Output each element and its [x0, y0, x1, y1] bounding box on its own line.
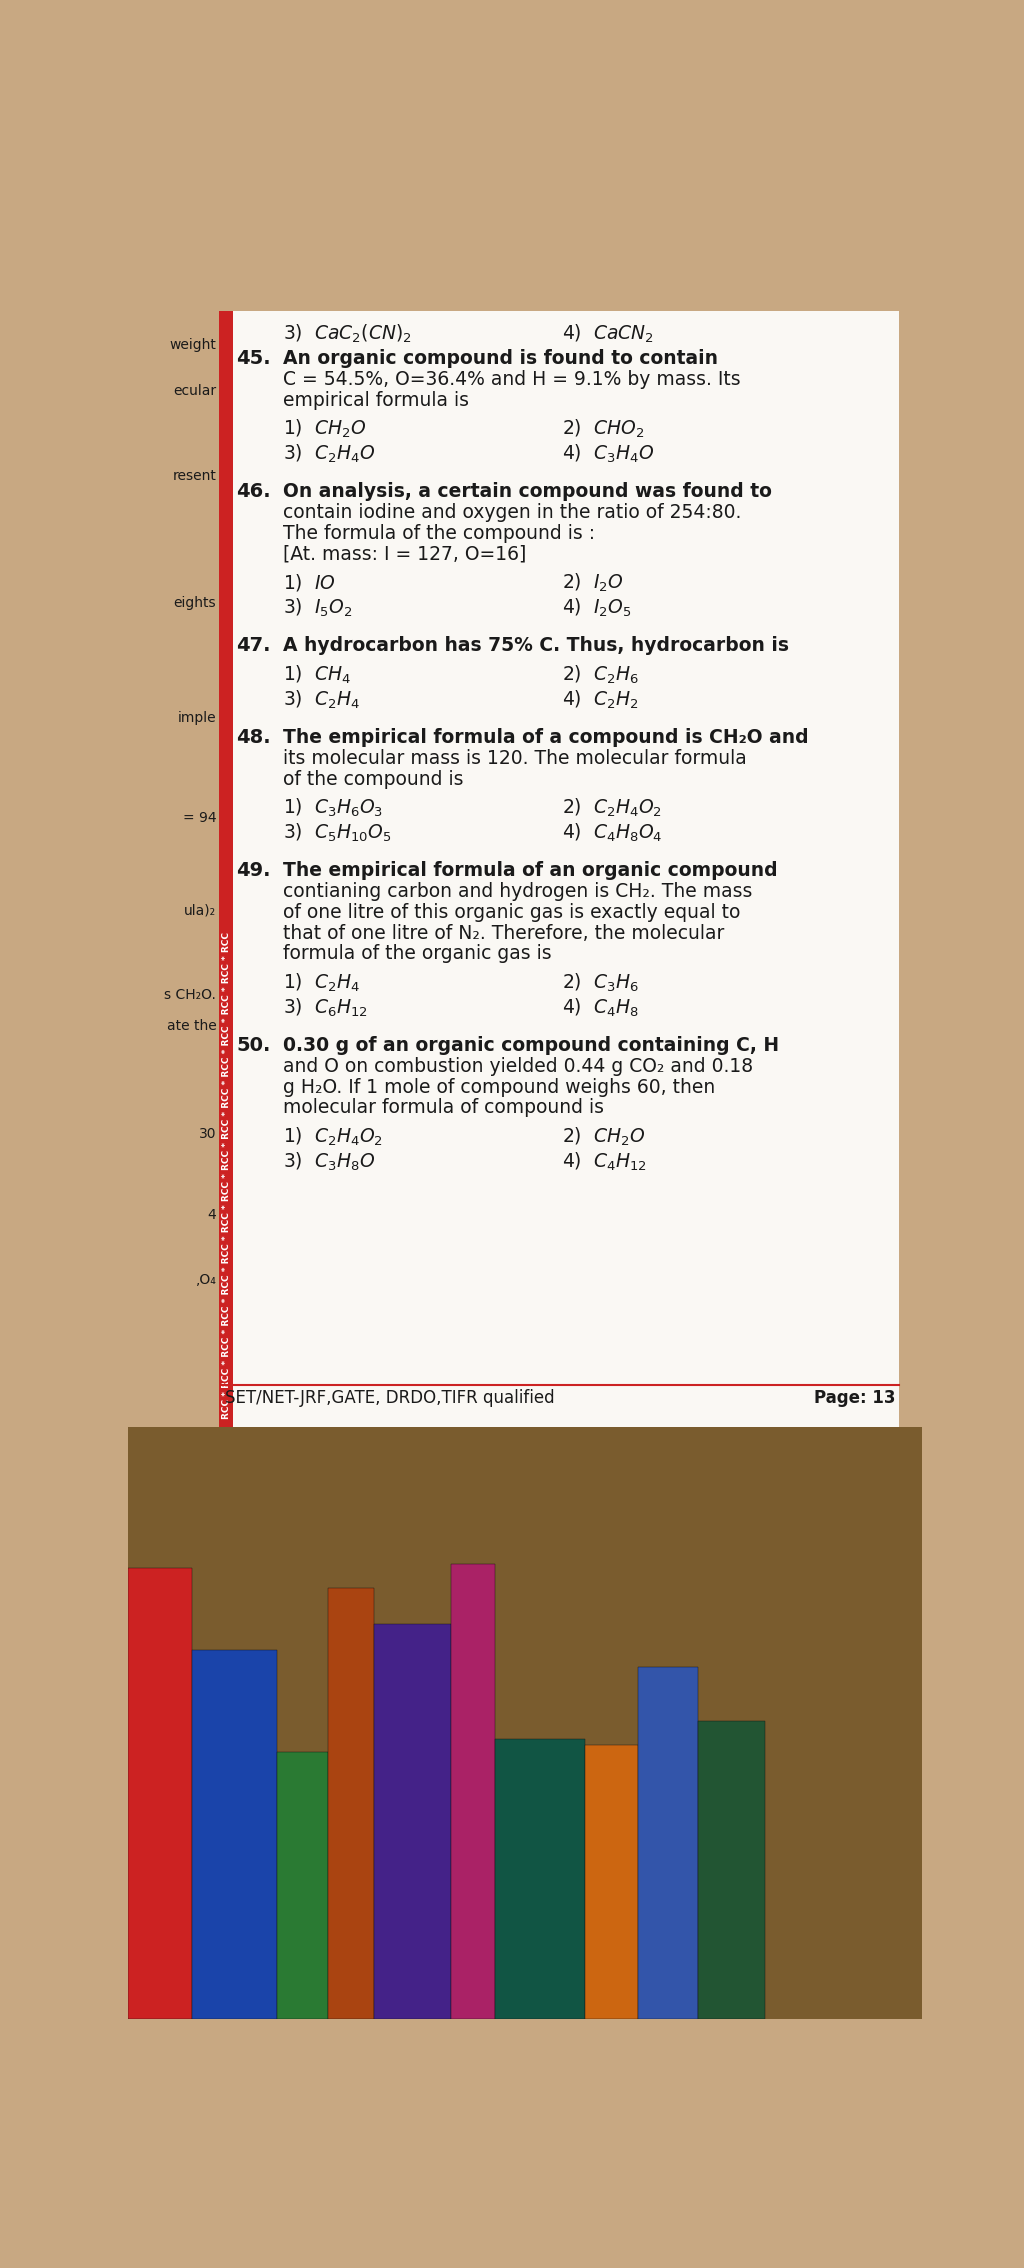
Text: On analysis, a certain compound was found to: On analysis, a certain compound was foun…	[283, 483, 772, 501]
Text: C = 54.5%, O=36.4% and H = 9.1% by mass. Its: C = 54.5%, O=36.4% and H = 9.1% by mass.…	[283, 370, 740, 388]
Bar	[638, 1667, 697, 2019]
Text: 0.30 g of an organic compound containing C, H: 0.30 g of an organic compound containing…	[283, 1036, 779, 1055]
Text: 4: 4	[208, 1207, 216, 1222]
Bar	[452, 1565, 495, 2019]
Text: 3)  $C_{2}H_{4}$: 3) $C_{2}H_{4}$	[283, 689, 359, 712]
Text: 3)  $C_{5}H_{10}O_{5}$: 3) $C_{5}H_{10}O_{5}$	[283, 821, 391, 844]
Text: 4)  $I_{2}O_{5}$: 4) $I_{2}O_{5}$	[562, 596, 632, 619]
Bar	[128, 1567, 193, 2019]
Bar	[221, 311, 899, 1427]
Text: 2)  $C_{3}H_{6}$: 2) $C_{3}H_{6}$	[562, 971, 639, 993]
Text: 45.: 45.	[237, 349, 271, 367]
Text: and O on combustion yielded 0.44 g CO₂ and 0.18: and O on combustion yielded 0.44 g CO₂ a…	[283, 1057, 753, 1075]
Text: 2)  $CH_{2}O$: 2) $CH_{2}O$	[562, 1125, 645, 1148]
Text: 1)  $C_{3}H_{6}O_{3}$: 1) $C_{3}H_{6}O_{3}$	[283, 796, 383, 819]
Text: its molecular mass is 120. The molecular formula: its molecular mass is 120. The molecular…	[283, 748, 746, 769]
Text: 30: 30	[199, 1127, 216, 1141]
Text: 3)  $C_{2}H_{4}O$: 3) $C_{2}H_{4}O$	[283, 442, 375, 465]
Text: The empirical formula of a compound is CH₂O and: The empirical formula of a compound is C…	[283, 728, 809, 746]
Text: [At. mass: I = 127, O=16]: [At. mass: I = 127, O=16]	[283, 544, 526, 565]
Text: 4)  $C_{4}H_{12}$: 4) $C_{4}H_{12}$	[562, 1150, 647, 1173]
Text: 4)  $C_{2}H_{2}$: 4) $C_{2}H_{2}$	[562, 689, 638, 712]
Text: of the compound is: of the compound is	[283, 769, 464, 789]
Text: Page: 13: Page: 13	[814, 1388, 895, 1406]
Text: eights: eights	[174, 596, 216, 610]
Bar	[374, 1624, 452, 2019]
Text: 3)  $I_{5}O_{2}$: 3) $I_{5}O_{2}$	[283, 596, 352, 619]
Text: 4)  $C_{3}H_{4}O$: 4) $C_{3}H_{4}O$	[562, 442, 654, 465]
Text: contain iodine and oxygen in the ratio of 254:80.: contain iodine and oxygen in the ratio o…	[283, 503, 741, 522]
Text: imple: imple	[178, 712, 216, 726]
Text: ula)₂: ula)₂	[184, 903, 216, 919]
Text: 4)  $C_{4}H_{8}$: 4) $C_{4}H_{8}$	[562, 996, 639, 1018]
Text: that of one litre of N₂. Therefore, the molecular: that of one litre of N₂. Therefore, the …	[283, 923, 724, 943]
Text: 47.: 47.	[237, 637, 271, 655]
Text: 49.: 49.	[237, 862, 271, 880]
Text: An organic compound is found to contain: An organic compound is found to contain	[283, 349, 718, 367]
Bar	[328, 1588, 374, 2019]
Text: 46.: 46.	[237, 483, 271, 501]
Text: The empirical formula of an organic compound: The empirical formula of an organic comp…	[283, 862, 777, 880]
Text: g H₂O. If 1 mole of compound weighs 60, then: g H₂O. If 1 mole of compound weighs 60, …	[283, 1077, 715, 1098]
Text: 50.: 50.	[237, 1036, 271, 1055]
Text: 1)  $IO$: 1) $IO$	[283, 572, 336, 592]
Text: 1)  $CH_{4}$: 1) $CH_{4}$	[283, 662, 351, 685]
Text: ,O₄: ,O₄	[196, 1272, 216, 1288]
Text: A hydrocarbon has 75% C. Thus, hydrocarbon is: A hydrocarbon has 75% C. Thus, hydrocarb…	[283, 637, 790, 655]
Text: 2)  $C_{2}H_{4}O_{2}$: 2) $C_{2}H_{4}O_{2}$	[562, 796, 663, 819]
Text: s CH₂O.: s CH₂O.	[165, 989, 216, 1002]
Bar	[586, 1744, 638, 2019]
Bar	[193, 1649, 276, 2019]
Text: 2)  $I_{2}O$: 2) $I_{2}O$	[562, 572, 624, 594]
Bar	[219, 311, 233, 1427]
Bar	[495, 1740, 586, 2019]
Text: 4)  $C_{4}H_{8}O_{4}$: 4) $C_{4}H_{8}O_{4}$	[562, 821, 663, 844]
Text: 48.: 48.	[237, 728, 271, 746]
Text: 3)  $C_{3}H_{8}O$: 3) $C_{3}H_{8}O$	[283, 1150, 375, 1173]
Text: 1)  $CH_{2}O$: 1) $CH_{2}O$	[283, 417, 367, 440]
Bar	[276, 1753, 328, 2019]
Text: SET/NET-JRF,GATE, DRDO,TIFR qualified: SET/NET-JRF,GATE, DRDO,TIFR qualified	[225, 1388, 555, 1406]
Bar	[128, 1427, 922, 2019]
Text: ate the: ate the	[167, 1018, 216, 1032]
Text: 4)  $CaCN_{2}$: 4) $CaCN_{2}$	[562, 322, 654, 345]
Text: = 94: = 94	[182, 812, 216, 826]
Text: of one litre of this organic gas is exactly equal to: of one litre of this organic gas is exac…	[283, 903, 740, 921]
Bar	[697, 1721, 765, 2019]
Text: RCC * RCC * RCC * RCC * RCC * RCC * RCC * RCC * RCC * RCC * RCC * RCC * RCC * RC: RCC * RCC * RCC * RCC * RCC * RCC * RCC …	[222, 932, 231, 1420]
Text: 1)  $C_{2}H_{4}O_{2}$: 1) $C_{2}H_{4}O_{2}$	[283, 1125, 383, 1148]
Text: 1)  $C_{2}H_{4}$: 1) $C_{2}H_{4}$	[283, 971, 359, 993]
Text: molecular formula of compound is: molecular formula of compound is	[283, 1098, 604, 1118]
Text: formula of the organic gas is: formula of the organic gas is	[283, 943, 552, 964]
Text: contianing carbon and hydrogen is CH₂. The mass: contianing carbon and hydrogen is CH₂. T…	[283, 882, 753, 900]
Text: 3)  $CaC_{2}(CN)_{2}$: 3) $CaC_{2}(CN)_{2}$	[283, 322, 412, 345]
Text: 2)  $CHO_{2}$: 2) $CHO_{2}$	[562, 417, 644, 440]
Text: The formula of the compound is :: The formula of the compound is :	[283, 524, 595, 542]
Text: resent: resent	[172, 469, 216, 483]
Text: 3)  $C_{6}H_{12}$: 3) $C_{6}H_{12}$	[283, 996, 368, 1018]
Text: empirical formula is: empirical formula is	[283, 390, 469, 411]
Text: weight: weight	[170, 338, 216, 352]
Text: 2)  $C_{2}H_{6}$: 2) $C_{2}H_{6}$	[562, 662, 639, 685]
Text: ecular: ecular	[173, 383, 216, 397]
